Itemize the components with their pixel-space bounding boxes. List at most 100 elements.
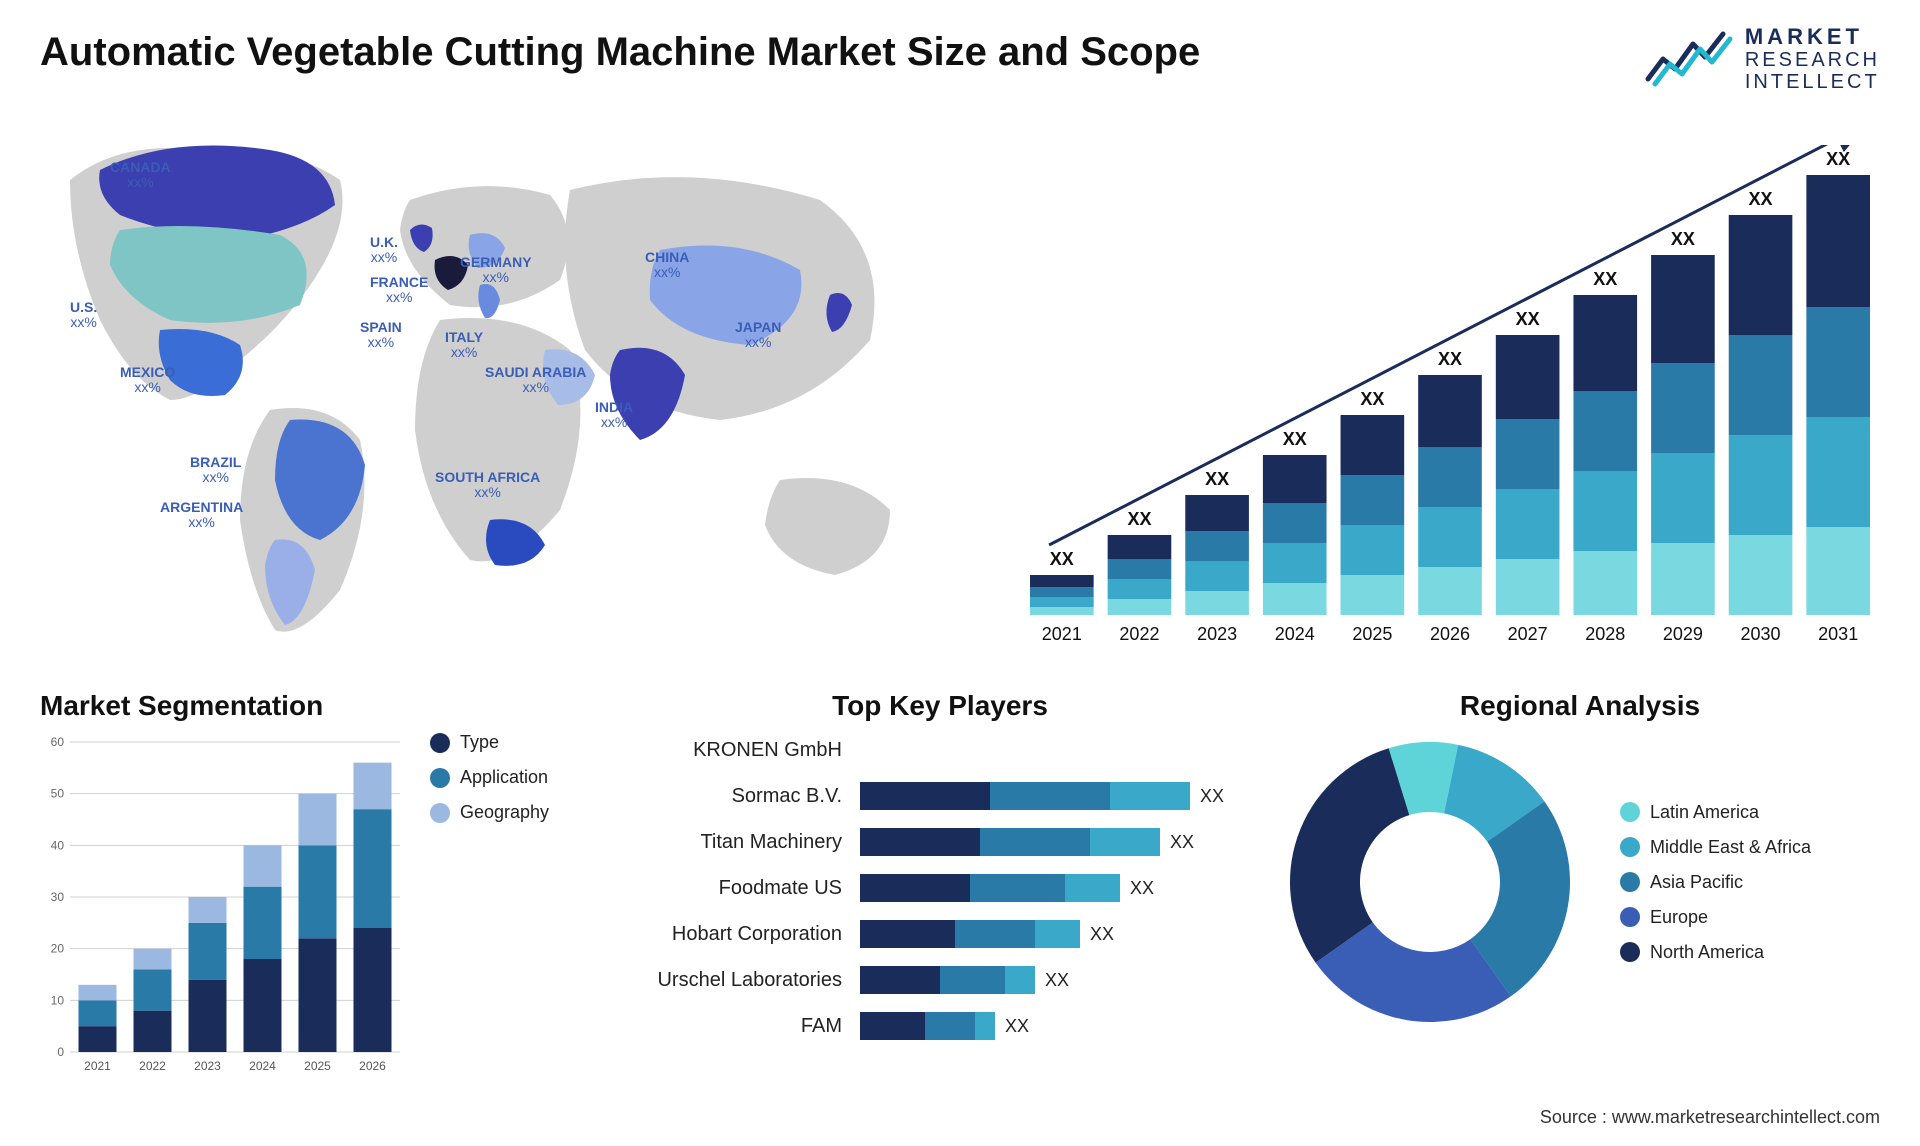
- map-label-argentina: ARGENTINAxx%: [160, 500, 243, 531]
- map-label-mexico: MEXICOxx%: [120, 365, 175, 396]
- svg-text:XX: XX: [1438, 349, 1462, 369]
- player-value: XX: [1090, 924, 1114, 945]
- players-title: Top Key Players: [620, 690, 1260, 722]
- player-bar-segment: [1065, 874, 1120, 902]
- legend-swatch: [430, 733, 450, 753]
- svg-text:XX: XX: [1826, 149, 1850, 169]
- legend-label: Asia Pacific: [1650, 872, 1743, 893]
- regional-donut-svg: [1280, 732, 1580, 1032]
- svg-text:XX: XX: [1127, 509, 1151, 529]
- map-label-germany: GERMANYxx%: [460, 255, 532, 286]
- regional-title: Regional Analysis: [1280, 690, 1880, 722]
- svg-text:2021: 2021: [84, 1059, 111, 1073]
- player-row: Sormac B.V. XX: [620, 776, 1260, 816]
- player-bar-wrap: XX: [860, 920, 1114, 948]
- player-name: Hobart Corporation: [620, 923, 850, 946]
- svg-text:10: 10: [51, 993, 65, 1007]
- player-value: XX: [1200, 786, 1224, 807]
- player-bar-segment: [940, 966, 1005, 994]
- forecast-chart-svg: XX2021XX2022XX2023XX2024XX2025XX2026XX20…: [1020, 145, 1880, 665]
- player-name: Foodmate US: [620, 877, 850, 900]
- player-bar-segment: [1035, 920, 1080, 948]
- map-label-safrica: SOUTH AFRICAxx%: [435, 470, 540, 501]
- legend-swatch: [430, 768, 450, 788]
- players-section: Top Key Players KRONEN GmbHSormac B.V.XX…: [620, 690, 1260, 1080]
- svg-text:2025: 2025: [304, 1059, 331, 1073]
- player-bar-segment: [860, 782, 990, 810]
- player-row: Foodmate US XX: [620, 868, 1260, 908]
- svg-text:XX: XX: [1283, 429, 1307, 449]
- players-chart: KRONEN GmbHSormac B.V.XXTitan MachineryX…: [620, 730, 1260, 1046]
- player-bar-wrap: XX: [860, 966, 1069, 994]
- player-bar: [860, 966, 1035, 994]
- player-value: XX: [1130, 878, 1154, 899]
- legend-swatch: [1620, 942, 1640, 962]
- legend-item: Europe: [1620, 907, 1811, 928]
- legend-swatch: [1620, 872, 1640, 892]
- legend-swatch: [1620, 802, 1640, 822]
- player-bar-segment: [1090, 828, 1160, 856]
- player-value: XX: [1170, 832, 1194, 853]
- svg-text:2028: 2028: [1585, 624, 1625, 644]
- svg-text:XX: XX: [1360, 389, 1384, 409]
- legend-label: Middle East & Africa: [1650, 837, 1811, 858]
- page-title: Automatic Vegetable Cutting Machine Mark…: [40, 30, 1200, 75]
- svg-text:2022: 2022: [139, 1059, 166, 1073]
- regional-legend: Latin America Middle East & Africa Asia Pa…: [1620, 802, 1811, 963]
- segmentation-section: Market Segmentation 01020304050602021202…: [40, 690, 600, 1080]
- segmentation-legend: TypeApplicationGeography: [430, 732, 549, 1082]
- player-bar-segment: [970, 874, 1065, 902]
- player-bar-segment: [860, 920, 955, 948]
- player-name: Sormac B.V.: [620, 785, 850, 808]
- player-row: Hobart Corporation XX: [620, 914, 1260, 954]
- player-value: XX: [1005, 1016, 1029, 1037]
- player-bar: [860, 874, 1120, 902]
- legend-swatch: [1620, 837, 1640, 857]
- map-label-saudi: SAUDI ARABIAxx%: [485, 365, 586, 396]
- legend-label: Type: [460, 732, 499, 753]
- map-label-brazil: BRAZILxx%: [190, 455, 241, 486]
- svg-text:40: 40: [51, 838, 65, 852]
- player-bar-wrap: XX: [860, 874, 1154, 902]
- map-label-uk: U.K.xx%: [370, 235, 398, 266]
- svg-text:2021: 2021: [1042, 624, 1082, 644]
- svg-text:XX: XX: [1593, 269, 1617, 289]
- player-bar-segment: [860, 828, 980, 856]
- player-bar-segment: [1005, 966, 1035, 994]
- regional-section: Regional Analysis Latin America Middle Ea…: [1280, 690, 1880, 1080]
- svg-text:2023: 2023: [1197, 624, 1237, 644]
- legend-item: Type: [430, 732, 549, 753]
- legend-item: Latin America: [1620, 802, 1811, 823]
- player-row: Urschel LaboratoriesXX: [620, 960, 1260, 1000]
- segmentation-title: Market Segmentation: [40, 690, 600, 722]
- svg-text:2031: 2031: [1818, 624, 1858, 644]
- logo-text-2: RESEARCH: [1745, 49, 1880, 71]
- logo-text-3: INTELLECT: [1745, 71, 1880, 93]
- player-bar: [860, 828, 1160, 856]
- legend-item: North America: [1620, 942, 1811, 963]
- player-bar-wrap: XX: [860, 828, 1194, 856]
- legend-item: Geography: [430, 802, 549, 823]
- map-label-us: U.S.xx%: [70, 300, 97, 331]
- legend-item: Middle East & Africa: [1620, 837, 1811, 858]
- player-bar-segment: [925, 1012, 975, 1040]
- player-row: Titan MachineryXX: [620, 822, 1260, 862]
- player-bar-wrap: XX: [860, 782, 1224, 810]
- map-label-italy: ITALYxx%: [445, 330, 483, 361]
- svg-text:2023: 2023: [194, 1059, 221, 1073]
- player-bar-segment: [860, 1012, 925, 1040]
- svg-text:XX: XX: [1516, 309, 1540, 329]
- svg-text:2024: 2024: [249, 1059, 276, 1073]
- map-label-india: INDIAxx%: [595, 400, 633, 431]
- player-bar: [860, 1012, 995, 1040]
- svg-text:2025: 2025: [1352, 624, 1392, 644]
- legend-label: Europe: [1650, 907, 1708, 928]
- player-bar-segment: [980, 828, 1090, 856]
- svg-text:2022: 2022: [1119, 624, 1159, 644]
- source-text: Source : www.marketresearchintellect.com: [1540, 1107, 1880, 1128]
- legend-swatch: [1620, 907, 1640, 927]
- svg-text:2030: 2030: [1741, 624, 1781, 644]
- legend-label: Latin America: [1650, 802, 1759, 823]
- player-value: XX: [1045, 970, 1069, 991]
- svg-text:0: 0: [57, 1045, 64, 1059]
